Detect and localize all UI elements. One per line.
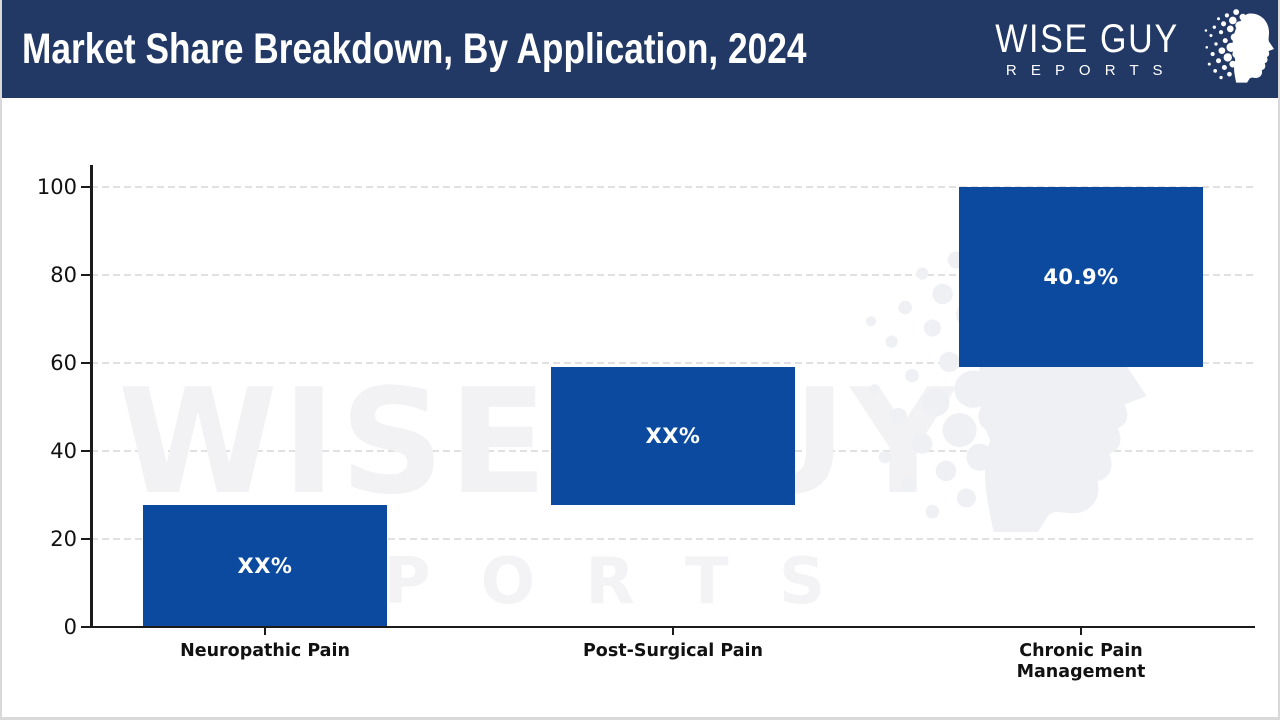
y-tick-mark-60 — [81, 362, 91, 364]
x-category-label: Chronic Pain Management — [1016, 641, 1146, 683]
bar-value-label: XX% — [237, 554, 293, 579]
gridline-60 — [91, 362, 1255, 364]
watermark-wordmark: WISE GUY — [118, 358, 960, 527]
y-tick-label-40: 40 — [50, 439, 77, 463]
x-tick-mark — [672, 627, 674, 635]
y-tick-label-100: 100 — [36, 175, 77, 199]
header-bar: Market Share Breakdown, By Application, … — [2, 0, 1278, 98]
bar-value-label: 40.9% — [1043, 264, 1119, 289]
logo-subtitle: R E P O R T S — [1005, 62, 1168, 79]
gridline-100 — [91, 186, 1255, 188]
y-tick-mark-0 — [81, 626, 91, 628]
wise-guy-logo: WISE GUY R E P O R T S — [979, 7, 1275, 91]
bar-segment: 40.9% — [959, 187, 1203, 367]
gridline-20 — [91, 538, 1255, 540]
y-tick-label-0: 0 — [63, 615, 77, 639]
x-tick-mark — [1080, 627, 1082, 635]
y-tick-label-20: 20 — [50, 527, 77, 551]
y-axis-spine — [90, 165, 93, 628]
y-tick-mark-80 — [81, 274, 91, 276]
y-tick-mark-20 — [81, 538, 91, 540]
bar-segment: XX% — [143, 505, 387, 627]
chart-area: WISE GUY R E P O R T S 0 20 40 60 80 100 XX% Ne… — [2, 98, 1278, 717]
x-tick-mark — [264, 627, 266, 635]
y-tick-mark-100 — [81, 186, 91, 188]
x-category-label: Post-Surgical Pain — [582, 641, 763, 661]
logo-text-block: WISE GUY R E P O R T S — [979, 19, 1195, 79]
logo-wordmark: WISE GUY — [994, 17, 1179, 61]
y-tick-label-80: 80 — [50, 263, 77, 287]
gridline-80 — [91, 274, 1255, 276]
y-tick-label-60: 60 — [50, 351, 77, 375]
bar-segment: XX% — [551, 366, 795, 506]
plot-area: 0 20 40 60 80 100 XX% Neuropathic Pain XX% Post-S… — [37, 165, 1255, 682]
y-tick-mark-40 — [81, 450, 91, 452]
x-category-label: Neuropathic Pain — [180, 641, 350, 661]
logo-face-icon — [1199, 7, 1275, 91]
bar-value-label: XX% — [645, 424, 701, 449]
x-axis-spine — [91, 625, 1255, 628]
chart-title: Market Share Breakdown, By Application, … — [22, 24, 807, 73]
